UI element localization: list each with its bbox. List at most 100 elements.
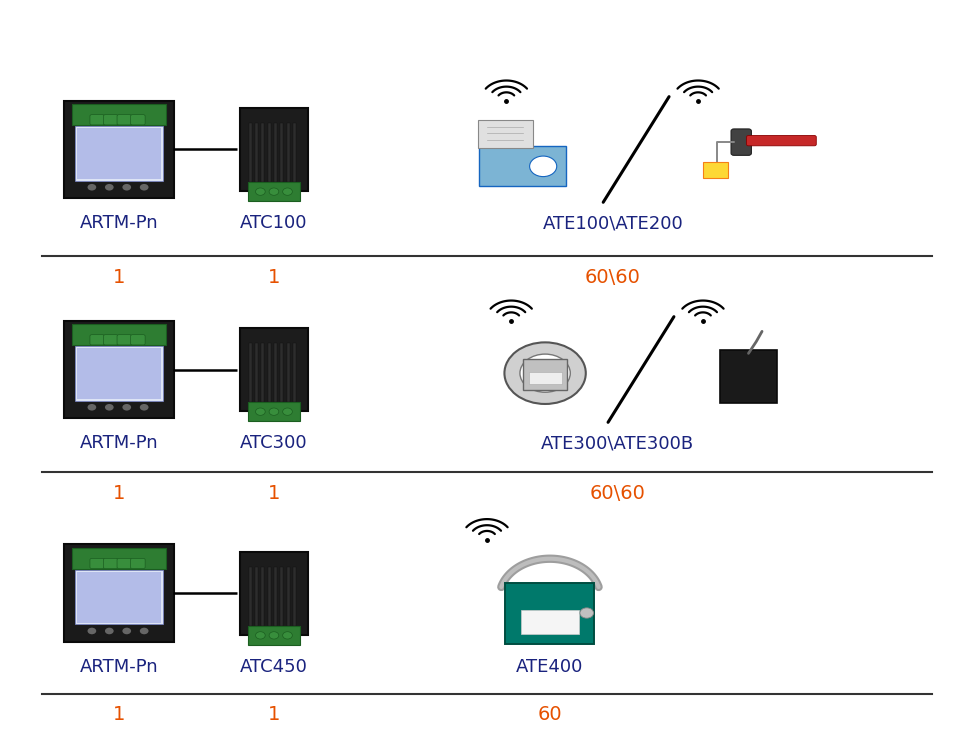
Text: 1: 1 [268, 268, 281, 287]
FancyBboxPatch shape [529, 372, 562, 384]
FancyBboxPatch shape [247, 402, 300, 421]
Circle shape [123, 184, 131, 191]
FancyBboxPatch shape [721, 350, 776, 403]
Bar [281, 344, 283, 402]
Circle shape [105, 404, 114, 411]
Text: ARTM-Pn: ARTM-Pn [80, 214, 159, 232]
FancyBboxPatch shape [77, 606, 105, 623]
Circle shape [269, 188, 279, 195]
FancyBboxPatch shape [133, 348, 161, 365]
Text: 1: 1 [268, 706, 281, 724]
Circle shape [140, 627, 148, 634]
Bar [261, 123, 265, 182]
FancyBboxPatch shape [105, 128, 133, 145]
FancyBboxPatch shape [103, 559, 118, 568]
Circle shape [269, 408, 279, 415]
FancyBboxPatch shape [133, 128, 161, 145]
FancyBboxPatch shape [64, 101, 173, 198]
Bar [248, 567, 252, 626]
Text: ATC300: ATC300 [241, 434, 308, 452]
Text: 60\60: 60\60 [590, 484, 646, 503]
Circle shape [88, 184, 96, 191]
Bar [293, 344, 296, 402]
Bar [274, 123, 277, 182]
Bar [286, 123, 289, 182]
Bar [261, 344, 265, 402]
FancyBboxPatch shape [133, 606, 161, 623]
FancyBboxPatch shape [133, 382, 161, 399]
FancyBboxPatch shape [703, 162, 729, 178]
Bar [255, 567, 258, 626]
Bar [293, 567, 296, 626]
FancyBboxPatch shape [105, 365, 133, 382]
Bar [268, 123, 271, 182]
Text: ATE300\ATE300B: ATE300\ATE300B [542, 434, 694, 452]
FancyBboxPatch shape [133, 162, 161, 179]
Bar [281, 123, 283, 182]
FancyBboxPatch shape [77, 128, 105, 145]
Text: ATC450: ATC450 [240, 658, 308, 675]
Circle shape [105, 184, 114, 191]
FancyBboxPatch shape [131, 335, 145, 345]
Bar [286, 567, 289, 626]
FancyBboxPatch shape [105, 348, 133, 365]
Circle shape [580, 608, 593, 618]
FancyBboxPatch shape [64, 321, 173, 418]
Circle shape [269, 632, 279, 639]
FancyBboxPatch shape [75, 570, 163, 624]
FancyBboxPatch shape [77, 365, 105, 382]
FancyBboxPatch shape [90, 559, 104, 568]
FancyBboxPatch shape [240, 328, 308, 411]
FancyBboxPatch shape [72, 324, 166, 345]
FancyBboxPatch shape [77, 162, 105, 179]
FancyBboxPatch shape [105, 382, 133, 399]
FancyBboxPatch shape [77, 382, 105, 399]
FancyBboxPatch shape [90, 335, 104, 345]
FancyBboxPatch shape [506, 583, 594, 644]
Bar [281, 567, 283, 626]
FancyBboxPatch shape [521, 610, 579, 633]
Bar [248, 123, 252, 182]
FancyBboxPatch shape [75, 126, 163, 180]
Bar [274, 567, 277, 626]
FancyBboxPatch shape [133, 145, 161, 162]
FancyBboxPatch shape [247, 182, 300, 201]
FancyBboxPatch shape [75, 347, 163, 401]
Bar [255, 344, 258, 402]
FancyBboxPatch shape [247, 626, 300, 645]
Bar [274, 344, 277, 402]
Circle shape [505, 342, 585, 404]
Circle shape [105, 627, 114, 634]
Circle shape [88, 404, 96, 411]
FancyBboxPatch shape [103, 115, 118, 125]
FancyBboxPatch shape [90, 115, 104, 125]
FancyBboxPatch shape [77, 348, 105, 365]
Text: ATE100\ATE200: ATE100\ATE200 [543, 214, 684, 232]
FancyBboxPatch shape [105, 145, 133, 162]
Polygon shape [479, 126, 567, 186]
Circle shape [255, 188, 265, 195]
Text: 1: 1 [113, 706, 126, 724]
FancyBboxPatch shape [72, 548, 166, 568]
Circle shape [88, 627, 96, 634]
Text: ATE400: ATE400 [516, 658, 583, 675]
FancyBboxPatch shape [746, 135, 816, 146]
FancyBboxPatch shape [117, 559, 131, 568]
FancyBboxPatch shape [240, 108, 308, 191]
Circle shape [530, 156, 557, 177]
Bar [268, 344, 271, 402]
FancyBboxPatch shape [77, 589, 105, 606]
FancyBboxPatch shape [133, 365, 161, 382]
FancyBboxPatch shape [105, 606, 133, 623]
FancyBboxPatch shape [133, 571, 161, 589]
FancyBboxPatch shape [240, 552, 308, 635]
Text: 60: 60 [538, 706, 562, 724]
Circle shape [123, 404, 131, 411]
Circle shape [255, 408, 265, 415]
Bar [268, 567, 271, 626]
FancyBboxPatch shape [478, 120, 533, 148]
Circle shape [123, 627, 131, 634]
FancyBboxPatch shape [64, 545, 173, 642]
Bar [261, 567, 265, 626]
Circle shape [282, 408, 292, 415]
